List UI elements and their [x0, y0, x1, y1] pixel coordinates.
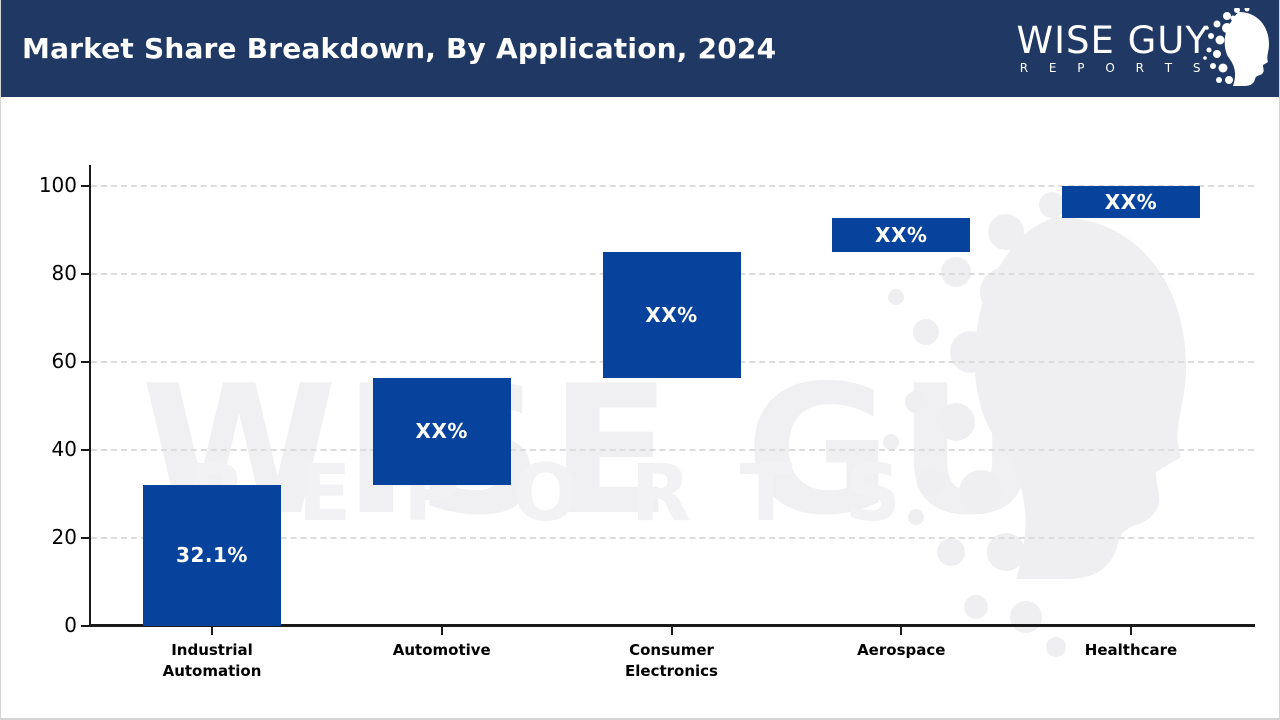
y-tick-label-20: 20 [51, 525, 77, 549]
watermark-head-icon [883, 188, 1186, 657]
wiseguy-logo-wordmark: WISE GUY [1016, 19, 1209, 62]
header: Market Share Breakdown, By Application, … [1, 0, 1279, 97]
bar-value-label: XX% [645, 303, 698, 328]
wiseguy-logo-subtitle: R E P O R T S [1019, 61, 1209, 75]
gridline-40 [91, 449, 1254, 451]
y-tick-mark-80 [81, 273, 89, 275]
wiseguy-logo-text: WISE GUY R E P O R T S [1016, 19, 1209, 76]
wiseguy-head-icon [1203, 8, 1269, 86]
bar-value-label: XX% [415, 419, 468, 444]
bar-value-label: 32.1% [176, 543, 248, 568]
y-tick-mark-60 [81, 361, 89, 363]
gridline-20 [91, 537, 1254, 539]
y-tick-mark-40 [81, 449, 89, 451]
category-label-0: Industrial Automation [162, 641, 262, 680]
y-axis [89, 165, 91, 626]
y-tick-label-60: 60 [51, 349, 77, 373]
y-tick-label-100: 100 [38, 173, 77, 197]
y-tick-label-40: 40 [51, 437, 77, 461]
watermark-subtitle: REPORTS [186, 449, 953, 539]
x-tick-mark-4 [1130, 627, 1132, 635]
wiseguy-logo: WISE GUY R E P O R T S [1017, 0, 1271, 97]
chart-area: WISE GUY REPORTS 0 20 40 60 80 100 32.1% Indust… [1, 97, 1279, 718]
y-tick-mark-20 [81, 537, 89, 539]
x-tick-mark-1 [440, 627, 443, 635]
y-tick-label-80: 80 [51, 261, 77, 285]
x-tick-mark-2 [670, 627, 673, 635]
category-label-3: Aerospace [857, 641, 946, 659]
bar-automotive: XX% [372, 377, 511, 485]
bar-aerospace: XX% [832, 218, 971, 253]
gridline-100 [91, 185, 1254, 187]
bar-industrial-automation: 32.1% [143, 484, 281, 626]
bar-consumer-electronics: XX% [602, 252, 741, 378]
page-title: Market Share Breakdown, By Application, … [22, 32, 777, 65]
y-tick-label-0: 0 [64, 613, 77, 637]
category-label-2: Consumer Electronics [625, 641, 718, 680]
y-tick-mark-0 [81, 625, 89, 627]
x-tick-mark-3 [900, 627, 903, 635]
y-tick-mark-100 [81, 185, 89, 187]
x-tick-mark-0 [211, 627, 213, 635]
bar-value-label: XX% [875, 223, 928, 248]
category-label-4: Healthcare [1084, 641, 1178, 659]
bar-value-label: XX% [1104, 190, 1158, 215]
x-axis [89, 624, 1255, 627]
bar-healthcare: XX% [1062, 186, 1200, 219]
category-label-1: Automotive [392, 641, 491, 659]
